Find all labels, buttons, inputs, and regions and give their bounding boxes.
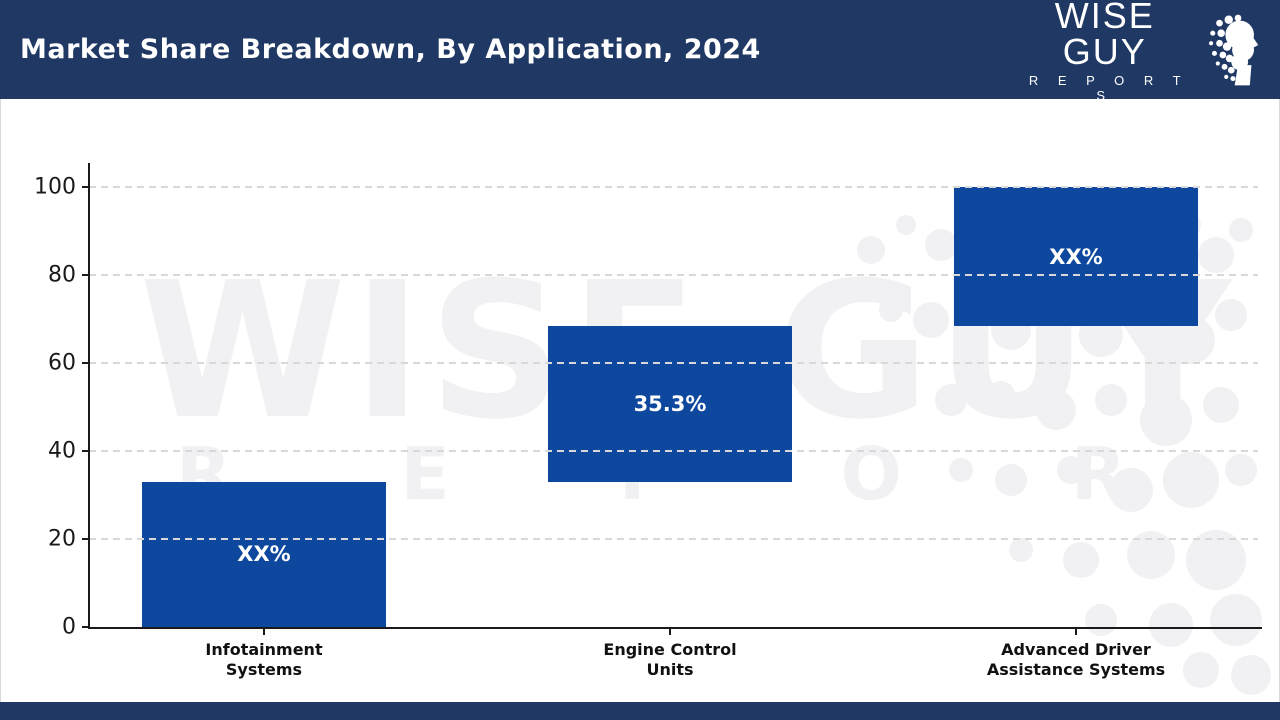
bar-segment [142, 481, 386, 627]
y-axis-tick [82, 186, 88, 188]
grid-line [89, 186, 1258, 188]
grid-line [89, 362, 1258, 364]
page-title: Market Share Breakdown, By Application, … [20, 34, 761, 65]
bar-value-label: XX% [1049, 244, 1103, 269]
bar-segment [954, 187, 1198, 327]
x-axis-tick [669, 629, 671, 635]
y-tick-label: 40 [48, 438, 76, 464]
footer-band [0, 702, 1280, 720]
grid-line [89, 450, 1258, 452]
y-tick-label: 60 [48, 350, 76, 376]
grid-line [89, 538, 1258, 540]
y-axis-tick [82, 450, 88, 452]
y-tick-label: 80 [48, 262, 76, 288]
y-tick-label: 100 [34, 174, 76, 200]
y-axis-tick [82, 362, 88, 364]
bar-segment [548, 326, 792, 482]
bar-value-label: 35.3% [633, 392, 707, 417]
y-axis-tick [82, 274, 88, 276]
x-category-label: Infotainment Systems [205, 640, 323, 679]
grid-line [89, 274, 1258, 276]
x-axis-tick [263, 629, 265, 635]
brand-logo: WISE GUY R E P O R T S [1012, 0, 1262, 103]
bar-value-label: XX% [237, 542, 291, 567]
y-axis-tick [82, 626, 88, 628]
brand-logo-subtitle: R E P O R T S [1028, 72, 1189, 103]
header-band: Market Share Breakdown, By Application, … [0, 0, 1280, 103]
brand-logo-text: WISE GUY R E P O R T S [1012, 0, 1197, 103]
x-axis-tick [1075, 629, 1077, 635]
brand-logo-name: WISE GUY [1054, 0, 1155, 72]
face-profile-icon [1209, 14, 1259, 86]
x-axis-spine [88, 627, 1262, 629]
x-category-label: Advanced Driver Assistance Systems [986, 640, 1166, 679]
y-tick-label: 0 [62, 614, 76, 640]
y-axis-tick [82, 538, 88, 540]
y-tick-label: 20 [48, 526, 76, 552]
y-axis-spine [88, 163, 90, 629]
x-category-label: Engine Control Units [603, 640, 737, 679]
